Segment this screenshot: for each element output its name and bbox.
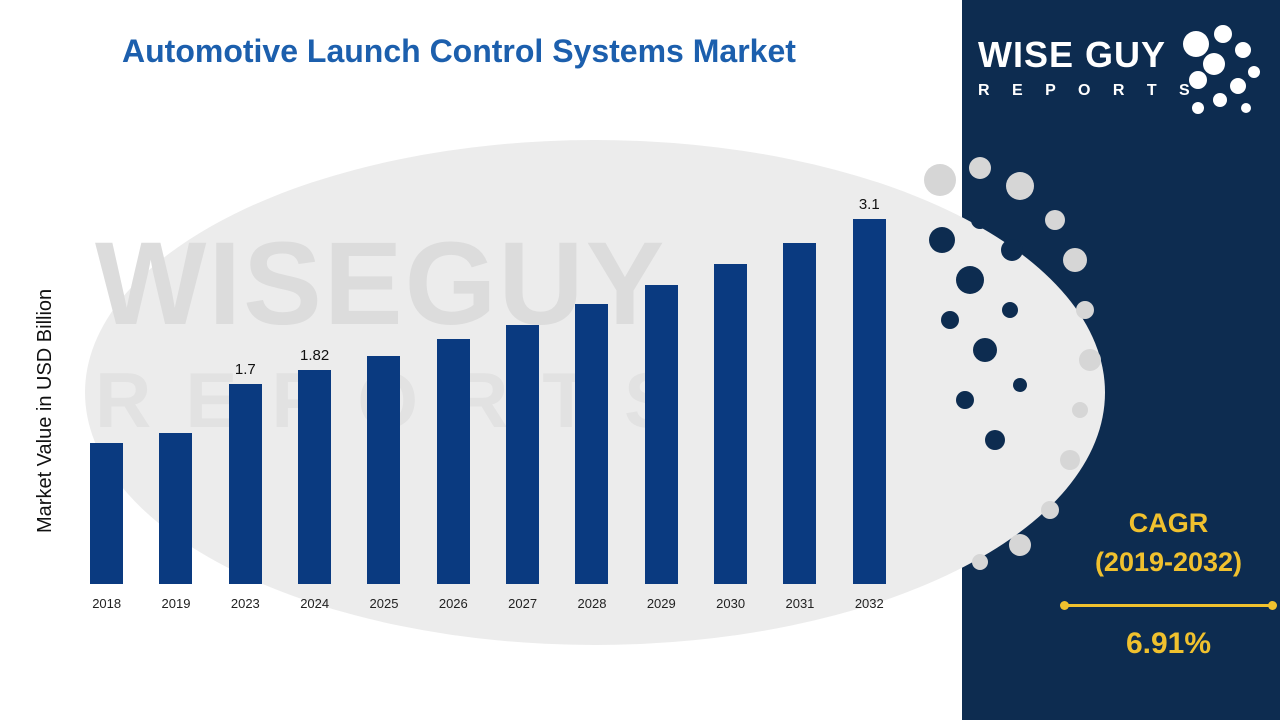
bar-value-label: 1.7 [234, 361, 256, 378]
x-tick-label: 2018 [92, 596, 122, 611]
bar [783, 243, 817, 584]
bar [367, 356, 401, 584]
x-tick-label: 2024 [300, 596, 330, 611]
bar-column: 3.1 2032 [835, 196, 904, 612]
brand-logo: WISE GUY R E P O R T S [978, 34, 1199, 100]
bar [575, 304, 609, 584]
bar [228, 384, 262, 584]
cagr-label: CAGR [1128, 508, 1209, 538]
dotted-head-logo-icon [1183, 25, 1260, 114]
x-tick-label: 2019 [161, 596, 191, 611]
bar [714, 264, 748, 584]
bar-column: 2019 [141, 410, 210, 612]
bar-column: 1.82 2024 [280, 347, 349, 612]
x-tick-label: 2028 [577, 596, 607, 611]
x-tick-label: 2027 [508, 596, 538, 611]
bar-column: 2027 [488, 302, 557, 612]
dotted-face-decoration-icon [924, 157, 1101, 570]
bar [298, 370, 332, 584]
x-tick-label: 2030 [716, 596, 746, 611]
bar-value-label: 3.1 [858, 196, 880, 213]
bar-column: 2028 [557, 281, 626, 612]
x-tick-label: 2032 [854, 596, 884, 611]
y-axis-label: Market Value in USD Billion [34, 288, 56, 533]
x-tick-label: 2031 [785, 596, 815, 611]
bar [159, 433, 193, 584]
bar-column: 2026 [419, 316, 488, 612]
x-tick-label: 2029 [646, 596, 676, 611]
x-tick-label: 2025 [369, 596, 399, 611]
cagr-block: CAGR (2019-2032) 6.91% [1060, 508, 1277, 661]
bar [852, 219, 886, 584]
brand-logo-subtitle: R E P O R T S [978, 82, 1199, 99]
cagr-value: 6.91% [1125, 627, 1212, 660]
bar-column: 2018 [72, 420, 141, 612]
bar [90, 443, 124, 584]
bar [506, 325, 540, 584]
x-tick-label: 2023 [230, 596, 260, 611]
watermark-line1: WISEGUY [95, 218, 667, 350]
bar-column: 2025 [349, 333, 418, 612]
cagr-range: (2019-2032) [1094, 547, 1243, 577]
cagr-divider [1060, 601, 1277, 610]
bar-column: 1.7 2023 [211, 361, 280, 612]
bar-column: 2030 [696, 241, 765, 612]
x-tick-label: 2026 [438, 596, 468, 611]
bar-value-label: 1.82 [300, 347, 330, 364]
bar-column: 2031 [765, 220, 834, 612]
bar-chart: 2018 2019 1.7 2023 1.82 2024 2025 2026 2027 2028 2… [72, 196, 904, 612]
brand-logo-name: WISE GUY [978, 34, 1167, 75]
bar [644, 285, 678, 584]
bar [436, 339, 470, 584]
bar-column: 2029 [627, 262, 696, 612]
page-title: Automotive Launch Control Systems Market [122, 33, 796, 69]
